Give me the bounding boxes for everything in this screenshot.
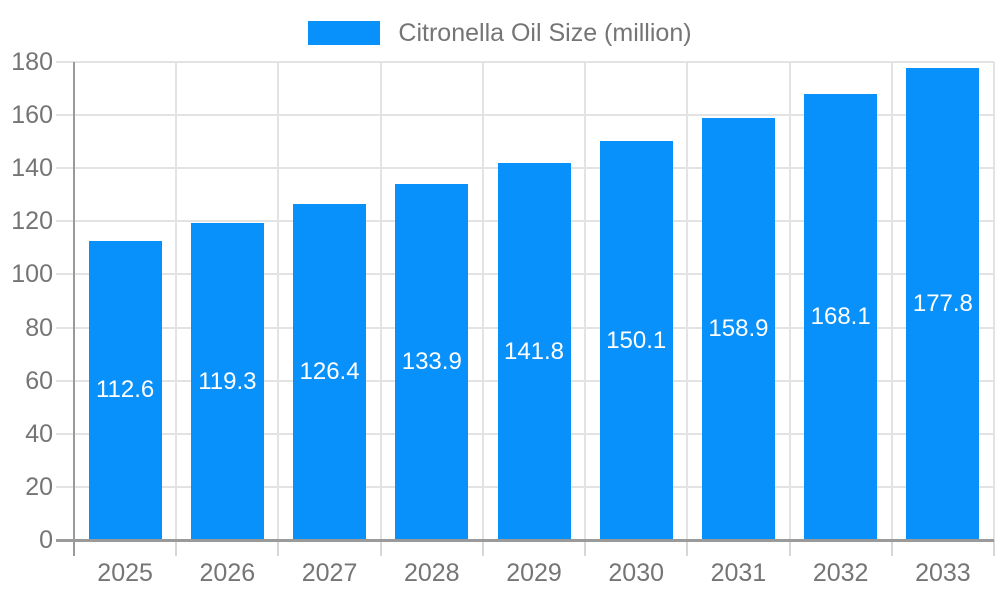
y-axis-tick-label: 140	[11, 154, 53, 183]
bar-2026[interactable]	[190, 223, 264, 540]
bar-value-label: 119.3	[198, 367, 257, 395]
x-gridline	[686, 62, 689, 540]
x-axis-tick	[788, 540, 791, 556]
y-gridline	[56, 61, 994, 63]
bar-value-label: 150.1	[606, 326, 667, 354]
y-axis-tick-label: 80	[25, 313, 53, 342]
x-axis-tick	[481, 540, 484, 556]
x-axis-tick-label: 2033	[915, 559, 971, 587]
y-axis-tick-label: 40	[25, 419, 53, 448]
x-gridline	[379, 62, 382, 540]
x-gridline	[788, 62, 791, 540]
bar-2029[interactable]	[497, 163, 571, 540]
bar-2033[interactable]	[906, 67, 980, 540]
x-gridline	[277, 62, 280, 540]
x-axis-tick-label: 2026	[199, 559, 256, 587]
y-axis-tick-label: 100	[11, 260, 53, 289]
bar-value-label: 168.1	[810, 302, 871, 330]
x-gridline	[584, 62, 587, 540]
legend-label: Citronella Oil Size (million)	[398, 19, 692, 47]
bar-value-label: 126.4	[299, 358, 360, 386]
bar-2030[interactable]	[599, 141, 673, 540]
y-gridline	[56, 114, 994, 117]
x-axis-tick-label: 2027	[301, 559, 358, 587]
x-axis-tick-label: 2025	[97, 559, 153, 587]
x-axis-tick-label: 2031	[710, 559, 767, 587]
x-gridline	[890, 62, 893, 540]
x-axis-tick	[890, 540, 893, 556]
y-axis-tick-label: 20	[25, 472, 53, 501]
x-axis-line	[56, 539, 994, 542]
bar-value-label: 177.8	[912, 289, 973, 317]
bar-2027[interactable]	[293, 204, 367, 540]
x-axis-tick-label: 2032	[812, 559, 869, 587]
plot-area: 112.6 119.3 126.4 133.9 141.8 150.1 158.9 168.1…	[56, 61, 995, 556]
y-axis-tick-label: 160	[11, 101, 53, 130]
x-axis-tick	[175, 540, 178, 556]
x-gridline	[481, 62, 484, 540]
x-gridline	[993, 62, 995, 540]
legend-item[interactable]: Citronella Oil Size (million)	[308, 19, 692, 47]
x-axis-tick	[993, 540, 995, 556]
x-axis-tick	[686, 540, 689, 556]
bar-2032[interactable]	[804, 93, 878, 540]
x-axis-tick-label: 2030	[608, 559, 665, 587]
bar-2031[interactable]	[701, 118, 775, 540]
y-axis-tick-label: 0	[39, 526, 53, 554]
x-axis-tick-label: 2029	[506, 559, 562, 587]
y-axis-tick-label: 180	[11, 48, 53, 76]
legend: Citronella Oil Size (million)	[0, 20, 1000, 46]
x-gridline	[175, 62, 178, 540]
y-axis-line	[73, 62, 75, 556]
x-axis-tick	[379, 540, 382, 556]
legend-swatch-icon	[308, 21, 381, 45]
y-axis-tick-label: 60	[25, 366, 53, 395]
y-axis-tick-label: 120	[11, 207, 53, 236]
bar-value-label: 112.6	[95, 376, 155, 404]
bar-value-label: 158.9	[708, 315, 769, 343]
bar-2025[interactable]	[88, 240, 162, 540]
bar-2028[interactable]	[395, 184, 469, 540]
bar-value-label: 141.8	[503, 337, 565, 365]
x-axis-tick-label: 2028	[403, 559, 460, 587]
bar-value-label: 133.9	[401, 348, 462, 376]
x-axis-tick	[277, 540, 280, 556]
x-axis-tick	[584, 540, 587, 556]
